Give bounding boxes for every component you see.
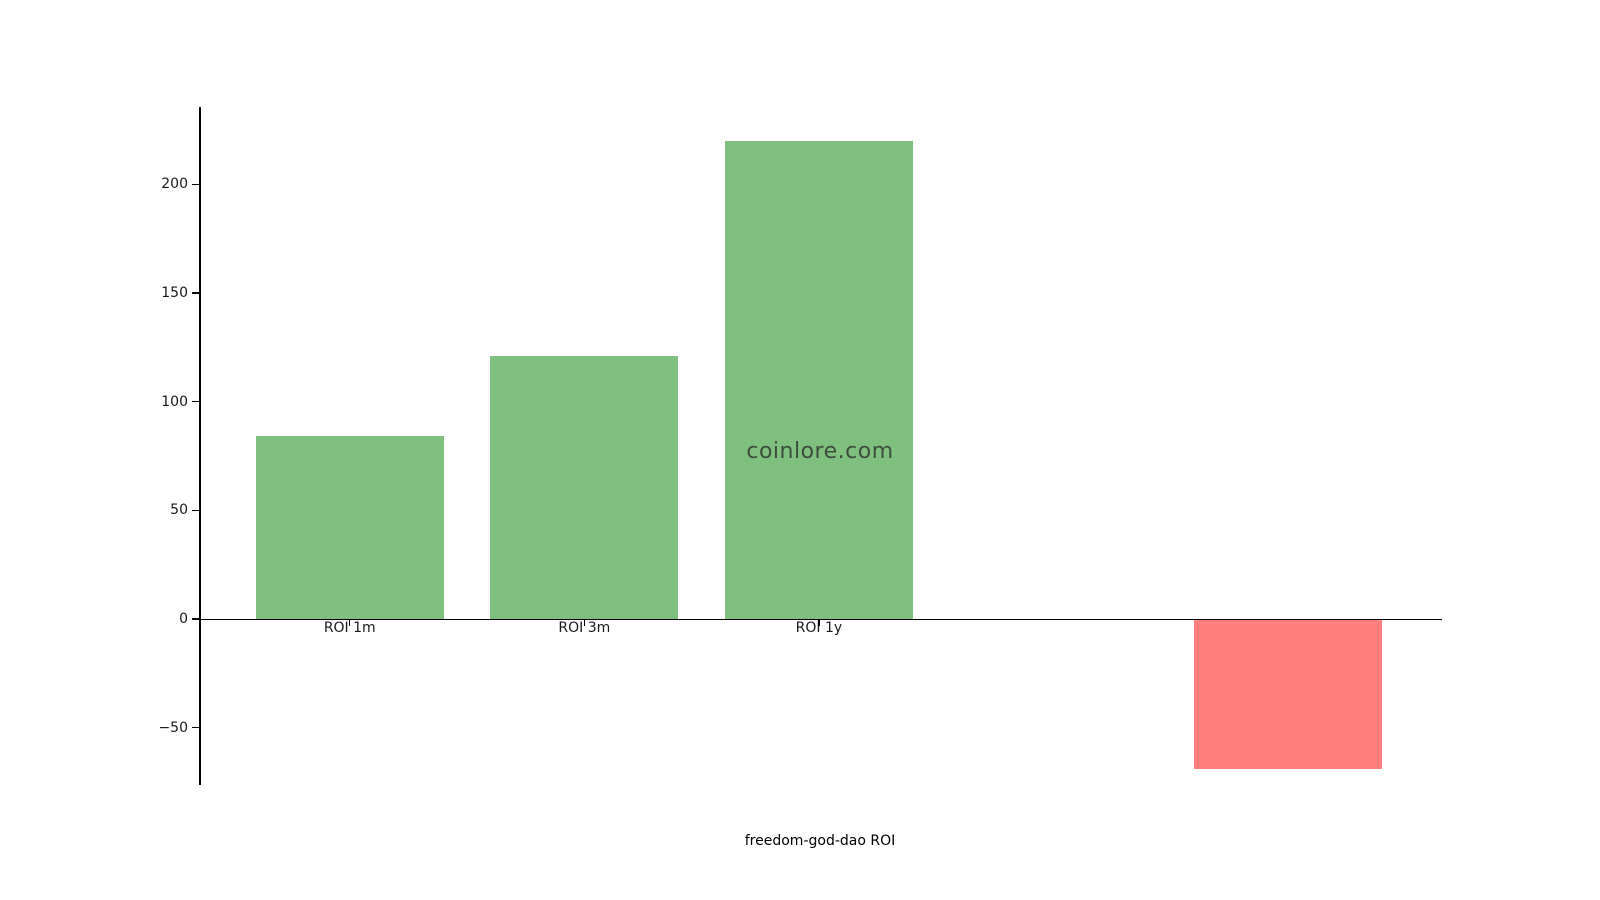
chart-title: freedom-god-dao ROI [744,833,896,849]
bar-roi-3m [490,355,679,619]
bar-roi-1m [255,436,444,619]
x-tick-mark [349,619,351,626]
x-tick-mark [818,619,820,626]
y-tick-label: 0 [179,611,188,627]
y-axis-line [199,107,201,785]
x-tick-label: ROI 1m [323,620,376,636]
y-tick-mark [192,727,199,729]
watermark-text: coinlore.com [746,439,894,464]
bar-roi-1y [724,140,913,619]
x-tick-mark [583,619,586,626]
y-tick-label: 100 [161,393,188,410]
y-tick-mark [192,292,199,294]
y-tick-label: 50 [170,502,188,519]
y-tick-label: 200 [161,176,188,193]
y-tick-mark [192,183,199,185]
y-tick-mark [192,400,199,403]
bar-unlabeled [1194,619,1383,769]
x-tick-label: ROI 3m [558,620,611,636]
x-axis-line [199,618,1442,621]
y-tick-mark [192,618,199,620]
y-tick-mark [192,509,199,511]
x-tick-label: ROI 1y [795,620,843,636]
y-tick-label: 150 [161,284,188,301]
y-tick-label: −50 [158,719,188,736]
